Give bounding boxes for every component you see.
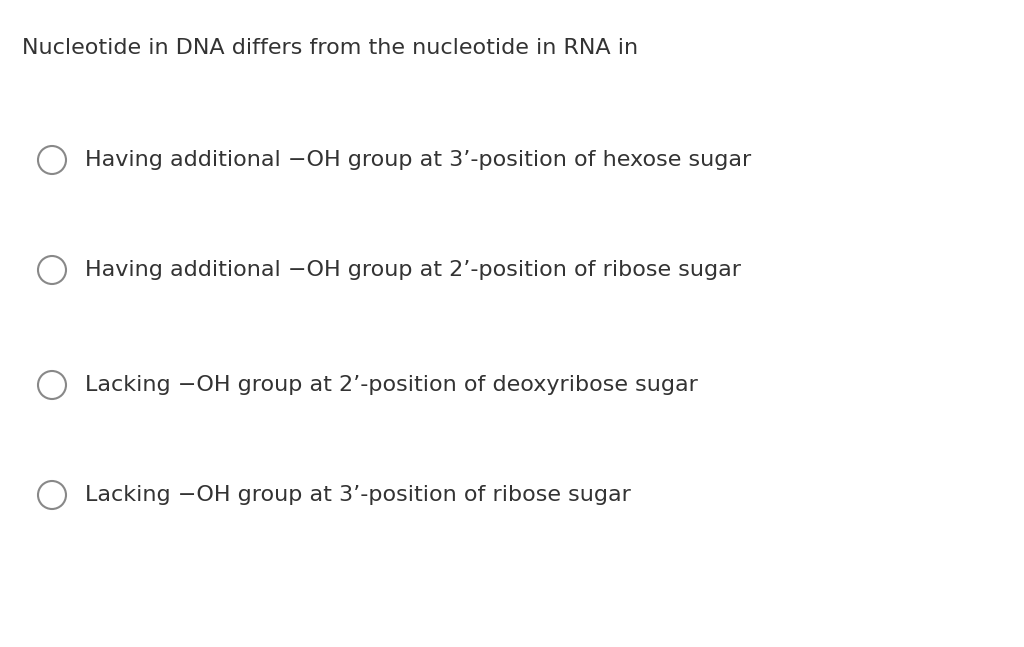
Text: Lacking −OH group at 3’-position of ribose sugar: Lacking −OH group at 3’-position of ribo… [85, 485, 631, 505]
Text: Having additional −OH group at 3’-position of hexose sugar: Having additional −OH group at 3’-positi… [85, 150, 752, 170]
Text: Nucleotide in DNA differs from the nucleotide in RNA in: Nucleotide in DNA differs from the nucle… [22, 38, 638, 58]
Text: Lacking −OH group at 2’-position of deoxyribose sugar: Lacking −OH group at 2’-position of deox… [85, 375, 698, 395]
Text: Having additional −OH group at 2’-position of ribose sugar: Having additional −OH group at 2’-positi… [85, 260, 741, 280]
